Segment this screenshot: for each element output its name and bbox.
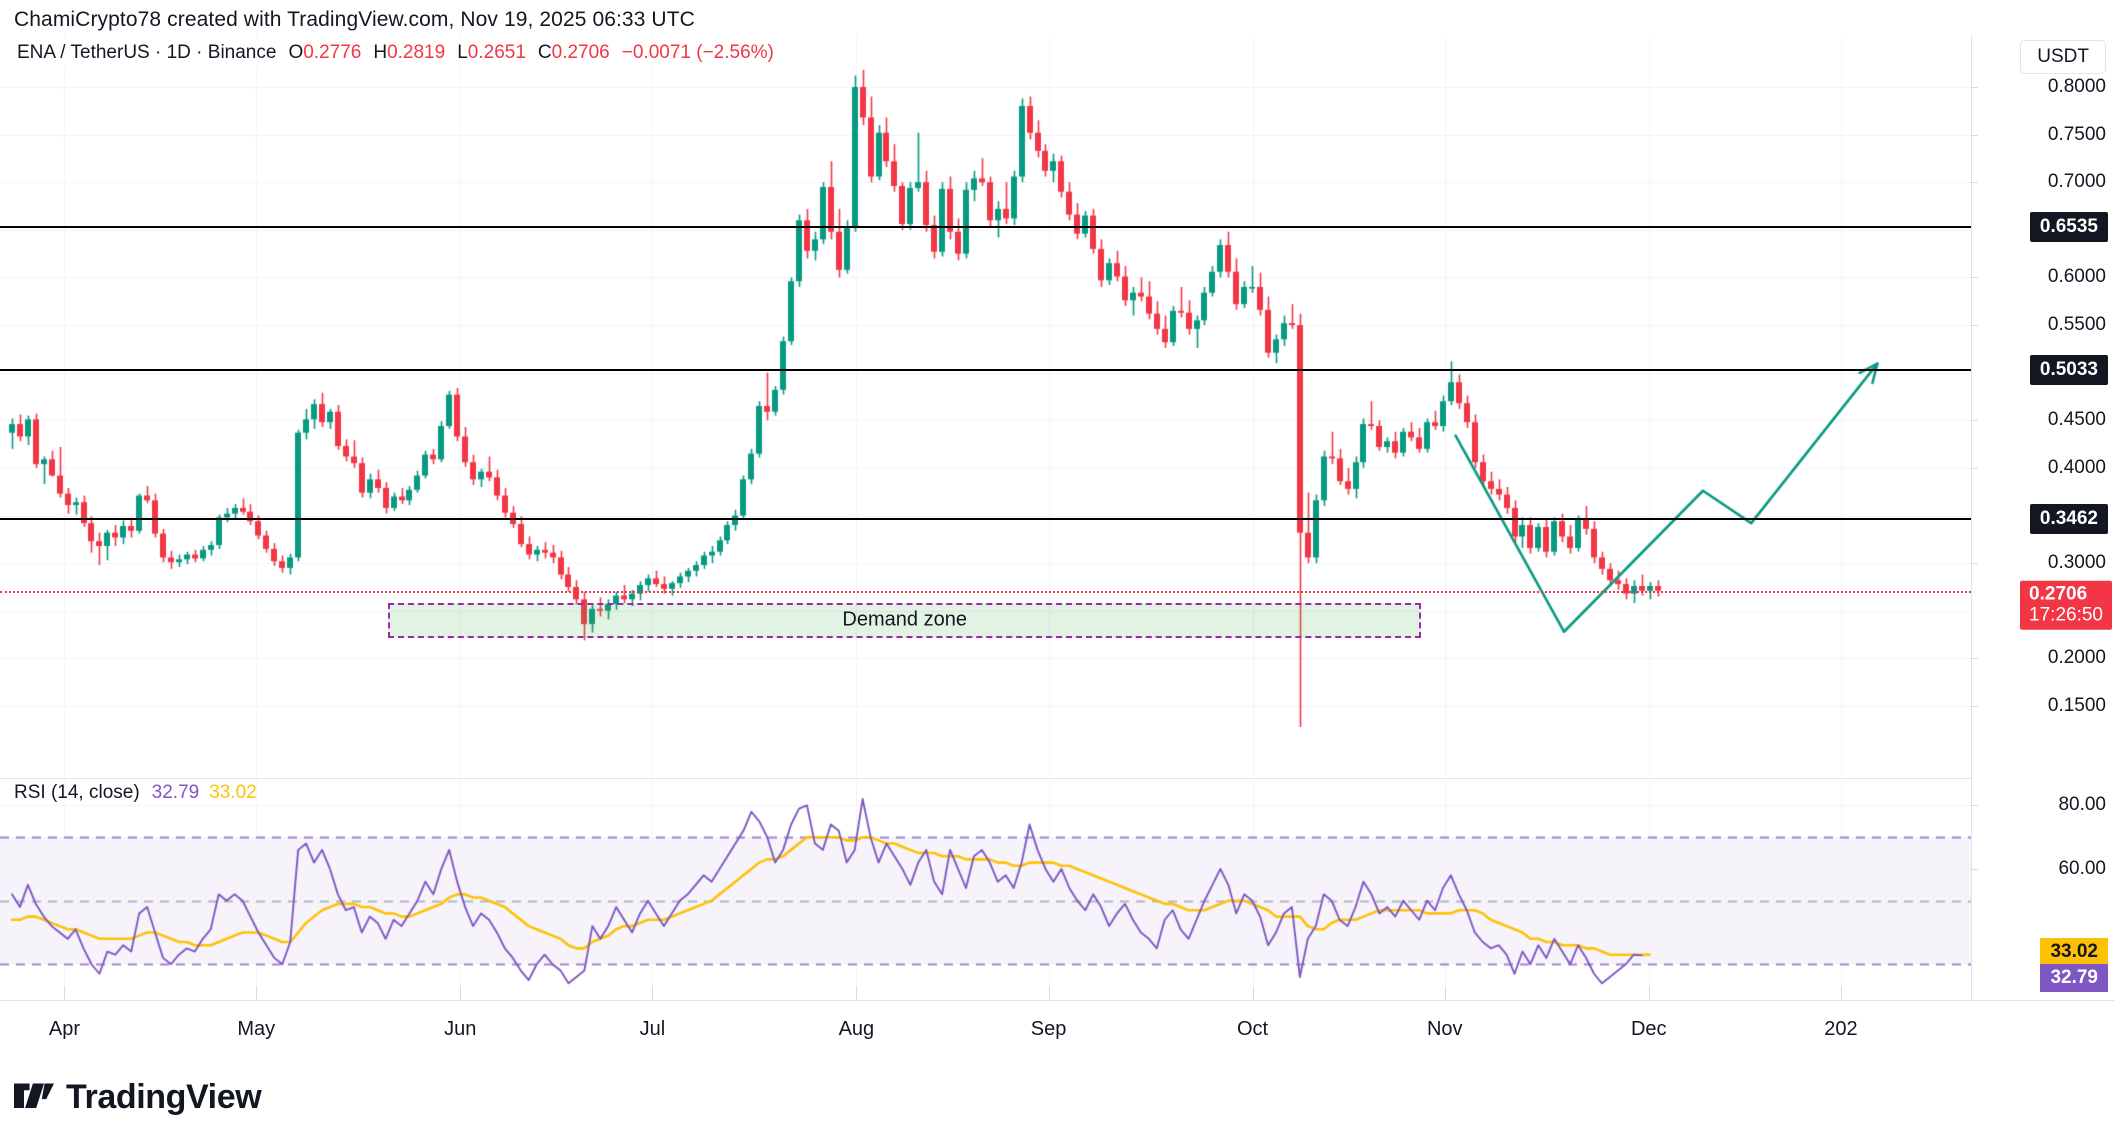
chart-frame: Demand zone ENA / TetherUS · 1D · Binanc… — [0, 36, 2114, 1000]
price-tick-label: 0.1500 — [2047, 695, 2106, 716]
rsi-name-label: RSI (14, close) — [14, 782, 140, 803]
high-label: H — [373, 42, 388, 63]
time-axis-top-border — [0, 1000, 2114, 1001]
symbol-label: ENA / TetherUS · 1D · Binance — [17, 42, 277, 63]
scale-divider — [1971, 36, 1972, 1000]
open-label: O — [288, 42, 304, 63]
rsi-tick-label: 80.00 — [2058, 794, 2106, 816]
time-tick-mark — [64, 986, 65, 1000]
time-axis[interactable]: Apr May Jun Jul Aug Sep Oct Nov Dec 202 — [0, 986, 2114, 1056]
open-value: 0.2776 — [303, 42, 362, 63]
price-tick-mark — [1971, 135, 1978, 136]
time-tick-label: Dec — [1630, 1018, 1667, 1040]
price-tick-label: 0.6000 — [2047, 266, 2106, 288]
low-value: 0.2651 — [467, 42, 526, 63]
price-tick-label: 0.2000 — [2047, 647, 2106, 669]
price-level-line[interactable] — [0, 225, 1971, 228]
tradingview-logo-icon — [14, 1083, 54, 1113]
price-level-line[interactable] — [0, 518, 1971, 521]
attribution-text: ChamiCrypto78 created with TradingView.c… — [14, 8, 695, 31]
rsi-tick-label: 60.00 — [2058, 857, 2106, 879]
currency-badge[interactable]: USDT — [2020, 40, 2106, 74]
price-tick-mark — [1971, 706, 1978, 707]
time-tick-label: Aug — [838, 1018, 875, 1040]
price-tick-mark — [1971, 468, 1978, 469]
price-chart-canvas[interactable] — [0, 36, 1971, 776]
price-tick-label: 0.7000 — [2047, 171, 2106, 193]
price-tick-mark — [1971, 658, 1978, 659]
high-value: 0.2819 — [387, 42, 446, 63]
time-tick-mark — [1253, 986, 1254, 1000]
price-tick-label: 0.4500 — [2047, 409, 2106, 431]
price-tick-mark — [1971, 325, 1978, 326]
demand-zone-rectangle[interactable] — [388, 602, 1422, 638]
rsi-ma-label[interactable]: 33.02 — [2040, 937, 2108, 966]
last-price-line — [0, 591, 1971, 594]
time-tick-mark — [652, 986, 653, 1000]
rsi-tick-mark — [1971, 805, 1978, 806]
change-value: −0.0071 (−2.56%) — [621, 42, 774, 63]
tradingview-wordmark: TradingView — [66, 1078, 262, 1116]
price-level-label[interactable]: 0.3462 — [2029, 504, 2108, 535]
price-pane[interactable]: Demand zone ENA / TetherUS · 1D · Binanc… — [0, 36, 1971, 776]
time-tick-label: Jun — [444, 1018, 477, 1040]
price-tick-mark — [1971, 420, 1978, 421]
price-scale[interactable]: USDT 0.8000 0.7500 0.7000 0.6000 0.5500 0.450… — [1971, 36, 2114, 776]
rsi-tick-mark — [1971, 869, 1978, 870]
time-tick-mark — [1049, 986, 1050, 1000]
price-tick-mark — [1971, 563, 1978, 564]
price-level-label[interactable]: 0.5033 — [2029, 354, 2108, 385]
time-tick-label: Apr — [48, 1018, 80, 1040]
demand-zone-label: Demand zone — [842, 608, 967, 631]
rsi-value-label[interactable]: 32.79 — [2040, 964, 2108, 993]
last-price-value: 0.2706 — [2029, 583, 2088, 605]
price-tick-label: 0.4000 — [2047, 456, 2106, 478]
time-tick-mark — [1841, 986, 1842, 1000]
close-label: C — [537, 42, 552, 63]
last-price-label[interactable]: 0.2706 17:26:50 — [2020, 580, 2112, 630]
time-tick-label: Nov — [1426, 1018, 1463, 1040]
rsi-legend: RSI (14, close) 32.79 33.02 — [14, 782, 257, 804]
rsi-value: 32.79 — [151, 782, 200, 803]
time-tick-label: May — [237, 1018, 276, 1040]
rsi-ma-value: 33.02 — [209, 782, 257, 803]
rsi-pane[interactable]: RSI (14, close) 32.79 33.02 — [0, 780, 1971, 996]
price-tick-mark — [1971, 87, 1978, 88]
price-level-line[interactable] — [0, 368, 1971, 371]
bar-countdown: 17:26:50 — [2029, 605, 2103, 627]
time-tick-label: 202 — [1824, 1018, 1858, 1040]
pane-separator — [0, 778, 1971, 779]
footer-branding: TradingView — [14, 1078, 262, 1117]
price-tick-label: 0.3000 — [2047, 552, 2106, 574]
price-tick-mark — [1971, 277, 1978, 278]
rsi-chart-canvas[interactable] — [0, 780, 1971, 996]
time-tick-label: Oct — [1237, 1018, 1269, 1040]
price-level-label[interactable]: 0.6535 — [2029, 211, 2108, 242]
time-tick-mark — [856, 986, 857, 1000]
time-tick-mark — [256, 986, 257, 1000]
time-tick-mark — [1445, 986, 1446, 1000]
price-tick-mark — [1971, 182, 1978, 183]
rsi-scale[interactable]: 80.00 60.00 33.02 32.79 — [1971, 780, 2114, 996]
price-tick-label: 0.7500 — [2047, 123, 2106, 145]
low-label: L — [457, 42, 468, 63]
price-tick-label: 0.5500 — [2047, 314, 2106, 336]
time-tick-mark — [460, 986, 461, 1000]
time-tick-label: Jul — [639, 1018, 666, 1040]
time-tick-label: Sep — [1030, 1018, 1067, 1040]
close-value: 0.2706 — [551, 42, 610, 63]
price-tick-label: 0.8000 — [2047, 76, 2106, 97]
time-tick-mark — [1649, 986, 1650, 1000]
price-legend: ENA / TetherUS · 1D · Binance O0.2776 H0.2… — [14, 40, 777, 66]
